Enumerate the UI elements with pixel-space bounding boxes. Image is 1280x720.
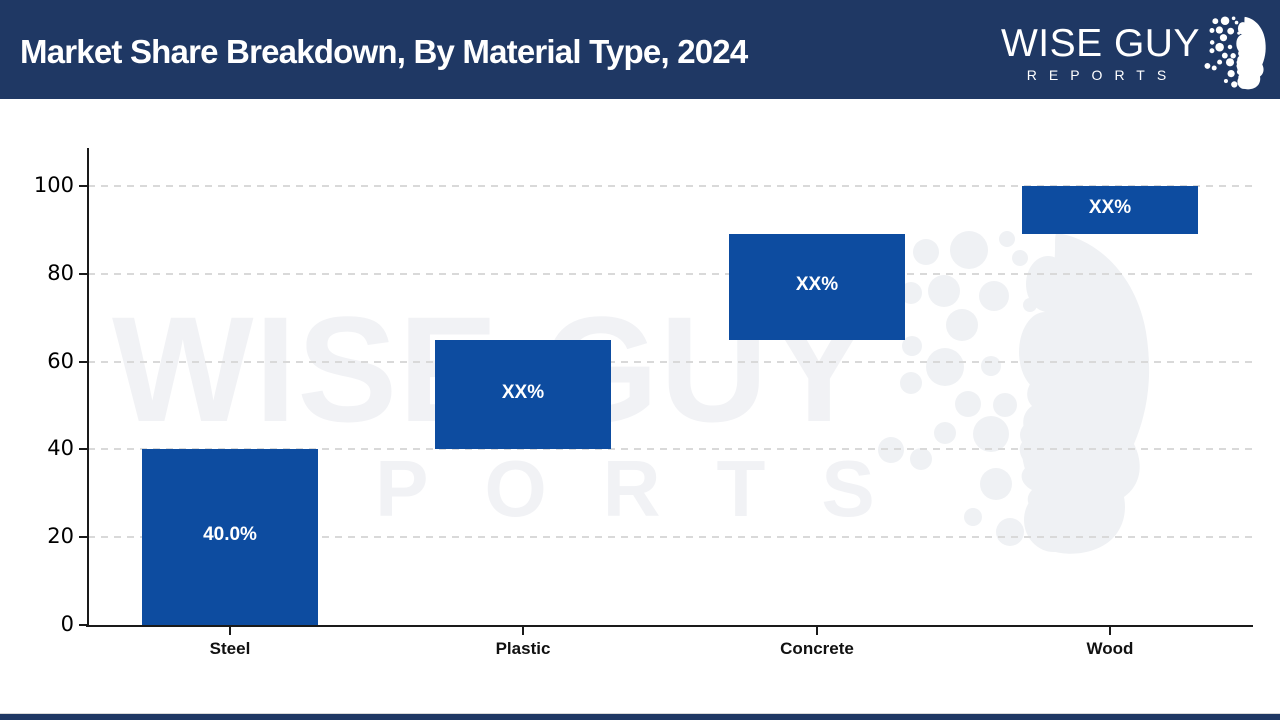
header-bar: Market Share Breakdown, By Material Type…: [0, 0, 1280, 99]
gridline: [88, 536, 1253, 539]
y-tick-label: 60: [47, 348, 74, 373]
bar-value-label: XX%: [501, 381, 545, 403]
bar-concrete: XX%: [729, 234, 905, 340]
x-tick-mark: [229, 627, 231, 635]
watermark-head-icon: [878, 231, 1150, 554]
brand-head-icon: [1204, 16, 1266, 90]
bar-value-label: XX%: [795, 273, 839, 295]
x-axis-label-concrete: Concrete: [780, 639, 854, 658]
brand-name: WISE GUY: [1000, 22, 1200, 65]
x-axis-label-wood: Wood: [1086, 639, 1134, 658]
x-axis-spine: [86, 625, 1253, 627]
bar-value-label: XX%: [1088, 197, 1132, 219]
y-tick-mark: [79, 272, 87, 275]
x-axis-label-plastic: Plastic: [495, 639, 551, 658]
bar-plastic: XX%: [435, 339, 611, 450]
y-tick-mark: [79, 448, 87, 451]
x-axis-label-steel: Steel: [209, 639, 251, 658]
y-tick-mark: [79, 360, 87, 363]
y-tick-label: 100: [33, 173, 74, 197]
y-tick-label: 40: [47, 436, 74, 461]
x-tick-mark: [1109, 627, 1111, 635]
bar-wood: XX%: [1022, 186, 1198, 235]
y-tick-mark: [79, 536, 87, 539]
y-tick-label: 80: [47, 260, 74, 285]
y-tick-label: 0: [60, 612, 74, 636]
gridline: [88, 360, 1253, 363]
y-tick-label: 20: [47, 524, 74, 549]
footer-divider: [0, 713, 1280, 714]
page-title: Market Share Breakdown, By Material Type…: [20, 33, 748, 70]
y-tick-mark: [79, 624, 87, 626]
y-tick-mark: [79, 185, 87, 187]
y-axis-spine: [87, 148, 89, 627]
bar-steel: 40.0%: [142, 449, 318, 625]
brand-subtitle: REPORTS: [1026, 67, 1179, 83]
brand-logo: WISE GUY REPORTS: [1001, 8, 1268, 96]
brand-logo-text: WISE GUY REPORTS: [1001, 24, 1200, 83]
gridline: [88, 272, 1253, 275]
gridline: [88, 448, 1253, 451]
x-tick-mark: [816, 627, 818, 635]
bar-value-label: 40.0%: [203, 524, 257, 546]
gridline: [88, 185, 1253, 187]
x-tick-mark: [522, 627, 524, 635]
footer-bar: [0, 714, 1280, 720]
